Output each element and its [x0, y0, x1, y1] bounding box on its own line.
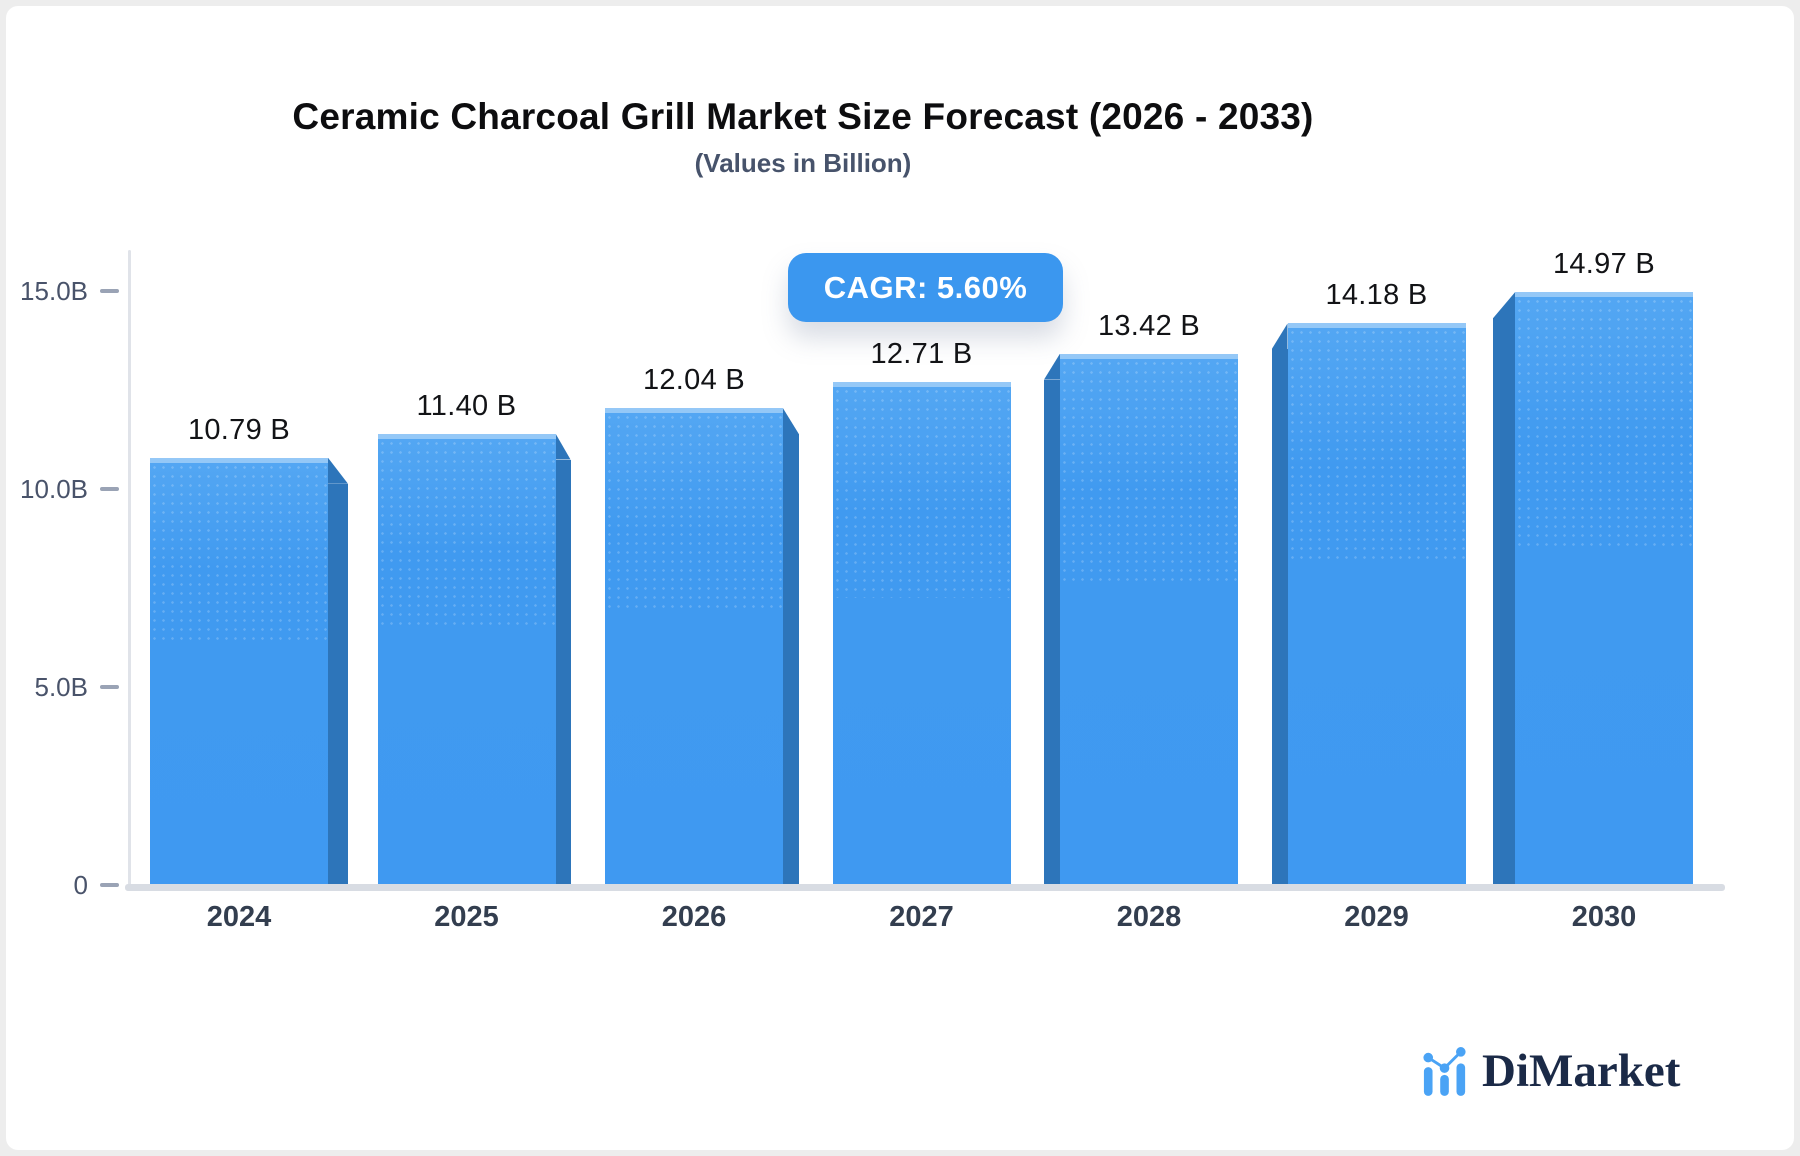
chart-subtitle: (Values in Billion) [694, 148, 912, 178]
x-axis-label-2029: 2029 [1344, 901, 1409, 933]
bar-2027 [832, 381, 1011, 885]
x-axis-label-2028: 2028 [1116, 901, 1182, 933]
bar-chart-logo-icon [1423, 1047, 1466, 1096]
bar-value-label-2028: 13.42 B [1097, 309, 1201, 342]
y-axis-line [128, 250, 131, 890]
x-axis-label-2030: 2030 [1571, 901, 1637, 933]
bar-2030 [1515, 292, 1693, 885]
bar-2024 [150, 457, 328, 885]
bar-2026 [605, 408, 783, 885]
bar-value-label-2027: 12.71 B [870, 337, 973, 370]
chart-title: Ceramic Charcoal Grill Market Size Forec… [292, 96, 1314, 137]
bar-value-label-2026: 12.04 B [642, 364, 746, 397]
y-tick-mark [100, 289, 119, 293]
bar-value-label-2030: 14.97 B [1552, 248, 1656, 281]
bar-2024-bevel [328, 457, 348, 484]
bar-2026-bevel [783, 408, 799, 435]
cagr-badge: CAGR: 5.60% [788, 253, 1063, 322]
bar-2029-side-face [1271, 349, 1288, 885]
bar-2025-side-face [555, 459, 571, 885]
bar-value-label-2029: 14.18 B [1325, 279, 1428, 312]
x-axis-label-2027: 2027 [889, 901, 954, 933]
bar-2028-bevel [1044, 353, 1060, 380]
brand-logo: DiMarket [1422, 1042, 1680, 1100]
y-tick-label-10.0B: 10.0B [20, 474, 88, 504]
y-tick-mark [100, 685, 119, 689]
bar-2025 [377, 433, 556, 885]
y-tick-label-15.0B: 15.0B [20, 276, 88, 306]
x-axis-label-2024: 2024 [206, 901, 272, 933]
y-tick-mark [100, 487, 119, 491]
brand-logo-text: DiMarket [1482, 1045, 1681, 1097]
x-axis-label-2025: 2025 [434, 901, 499, 933]
bar-2028-side-face [1044, 379, 1060, 885]
bar-2024-side-face [328, 483, 348, 885]
y-tick-mark [100, 883, 119, 887]
bar-value-label-2024: 10.79 B [187, 413, 291, 446]
bar-2030-bevel [1493, 292, 1515, 319]
y-tick-label-0: 0 [73, 870, 88, 900]
bar-2029-bevel [1271, 323, 1288, 350]
bar-2026-side-face [783, 434, 799, 885]
bar-value-label-2025: 11.40 B [416, 389, 517, 422]
x-axis-label-2026: 2026 [661, 901, 727, 933]
bar-2029 [1287, 323, 1466, 885]
bar-2030-side-face [1493, 318, 1515, 885]
cagr-badge-label: CAGR: 5.60% [823, 269, 1028, 305]
y-tick-label-5.0B: 5.0B [34, 672, 89, 702]
x-axis-baseline [125, 884, 1725, 891]
bar-2025-bevel [555, 433, 571, 460]
bar-2028 [1060, 353, 1238, 885]
